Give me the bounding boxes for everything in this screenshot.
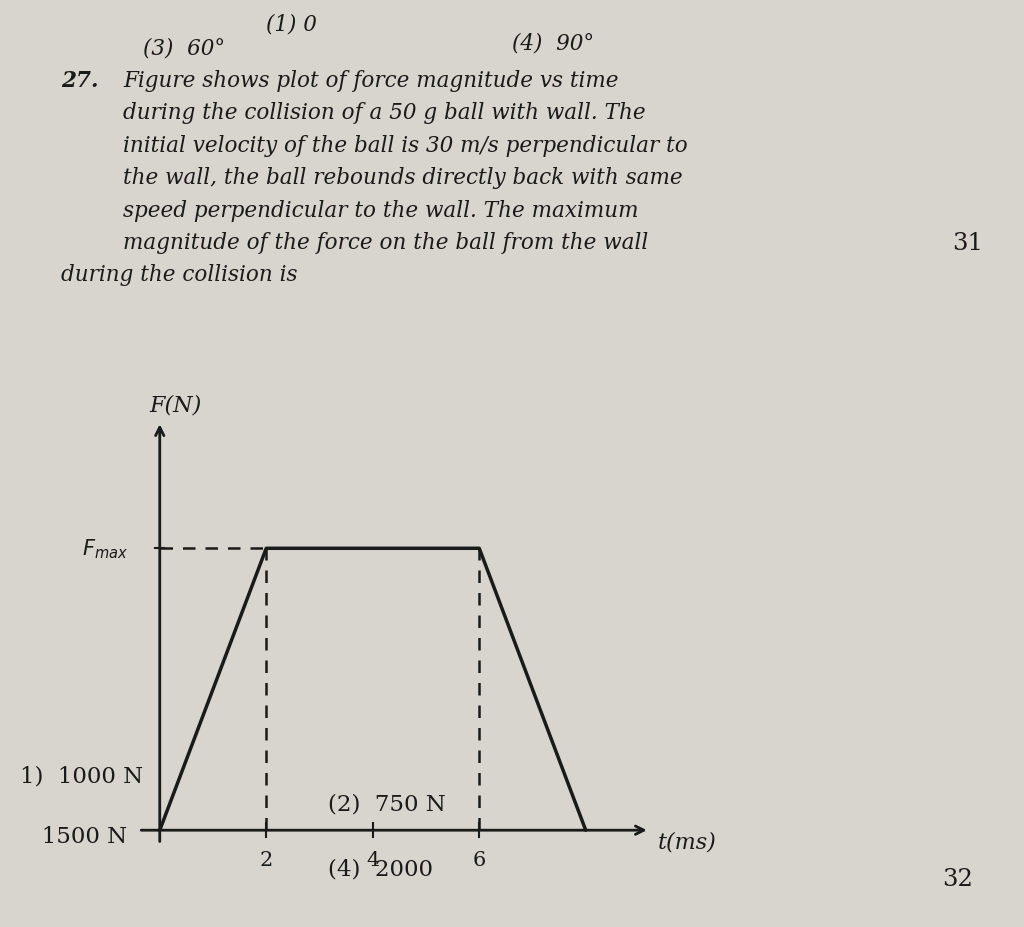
Text: 1)  1000 N: 1) 1000 N [20, 765, 143, 787]
Text: t(ms): t(ms) [657, 831, 717, 853]
Text: speed perpendicular to the wall. The maximum: speed perpendicular to the wall. The max… [123, 199, 638, 222]
Text: 4: 4 [367, 850, 379, 869]
Text: 27.: 27. [61, 70, 99, 92]
Text: initial velocity of the ball is 30 m/s perpendicular to: initial velocity of the ball is 30 m/s p… [123, 134, 688, 157]
Text: 32: 32 [942, 867, 973, 890]
Text: 31: 31 [952, 232, 983, 255]
Text: $F_{max}$: $F_{max}$ [82, 537, 128, 561]
Text: (4)  90°: (4) 90° [512, 32, 594, 55]
Text: 2: 2 [260, 850, 272, 869]
Text: during the collision of a 50 g ball with wall. The: during the collision of a 50 g ball with… [123, 102, 645, 124]
Text: magnitude of the force on the ball from the wall: magnitude of the force on the ball from … [123, 232, 648, 254]
Text: (1) 0: (1) 0 [266, 14, 317, 36]
Text: 1500 N: 1500 N [20, 825, 128, 847]
Text: F(N): F(N) [150, 394, 202, 416]
Text: the wall, the ball rebounds directly back with same: the wall, the ball rebounds directly bac… [123, 167, 683, 189]
Text: Figure shows plot of force magnitude vs time: Figure shows plot of force magnitude vs … [123, 70, 618, 92]
Text: (3)  60°: (3) 60° [143, 37, 225, 59]
Text: during the collision is: during the collision is [61, 264, 298, 286]
Text: 6: 6 [473, 850, 485, 869]
Text: (4)  2000: (4) 2000 [328, 857, 433, 880]
Text: (2)  750 N: (2) 750 N [328, 793, 445, 815]
